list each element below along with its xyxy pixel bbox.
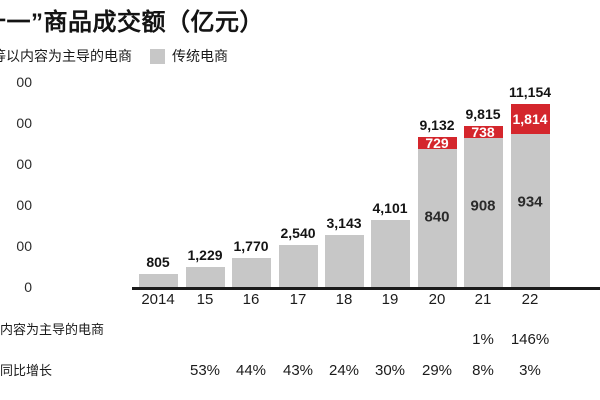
x-axis-tick-17: 17	[289, 291, 307, 308]
legend-item-0: 播等以内容为主导的电商	[0, 46, 132, 66]
bar-segment-content-20[interactable]	[417, 137, 457, 150]
y-axis-tick-label-0: 0	[24, 279, 32, 295]
bar-segment-traditional-20[interactable]	[417, 149, 457, 287]
footer-value-15: 53%	[189, 362, 221, 379]
footer-value-20: 29%	[421, 362, 453, 379]
bar-17[interactable]	[278, 245, 318, 287]
footer-label: 电商同比增长	[0, 362, 52, 379]
x-axis-tick-15: 15	[196, 291, 214, 308]
bar-total-label-18: 3,143	[326, 215, 362, 232]
bar-segment-traditional-15[interactable]	[185, 266, 225, 287]
bar-traditional-value-22: 934	[517, 193, 543, 211]
legend-label-0: 播等以内容为主导的电商	[0, 48, 132, 64]
bar-segment-traditional-16[interactable]	[231, 257, 271, 287]
bar-2014[interactable]	[138, 273, 178, 287]
y-axis-tick-label-1: 00	[16, 238, 32, 254]
footer-label-line-0: 电商同比增长	[0, 363, 53, 378]
bar-total-label-22: 11,154	[508, 84, 552, 101]
bar-22[interactable]	[510, 104, 550, 287]
legend-item-1: 传统电商	[150, 46, 228, 66]
bar-total-label-20: 9,132	[419, 117, 455, 134]
bar-content-value-21: 738	[471, 124, 495, 141]
y-axis-tick-label-2: 00	[16, 197, 32, 213]
bar-total-label-21: 9,815	[465, 106, 501, 123]
chart-title: 十一”商品成交额（亿元）	[0, 9, 264, 36]
legend-swatch-1	[150, 48, 165, 64]
y-axis-tick-label-4: 00	[16, 115, 32, 131]
chart-legend: 播等以内容为主导的电商 传统电商	[0, 46, 246, 66]
bar-total-label-16: 1,770	[233, 237, 269, 254]
footer-value-21: 8%	[472, 362, 494, 379]
bar-segment-content-21[interactable]	[463, 126, 503, 139]
bar-20[interactable]	[417, 137, 457, 287]
footer-label-line-0: 等以内容为主导的电商	[0, 322, 105, 337]
bar-15[interactable]	[185, 266, 225, 287]
bar-total-label-19: 4,101	[372, 199, 408, 216]
x-axis-line	[132, 287, 600, 290]
bar-19[interactable]	[370, 219, 410, 287]
x-axis-tick-18: 18	[335, 291, 353, 308]
footer-value-21: 1%	[472, 331, 494, 348]
bar-total-label-2014: 805	[146, 253, 170, 270]
footer-value-17: 43%	[282, 362, 314, 379]
x-axis-tick-22: 22	[521, 291, 539, 308]
bar-traditional-value-20: 840	[424, 208, 450, 226]
bar-segment-traditional-17[interactable]	[278, 245, 318, 287]
x-axis-tick-19: 19	[381, 291, 399, 308]
bar-content-value-22: 1,814	[512, 110, 548, 127]
footer-value-16: 44%	[235, 362, 267, 379]
bar-segment-content-22[interactable]	[510, 104, 550, 134]
bar-total-label-17: 2,540	[280, 225, 316, 242]
bar-segment-traditional-21[interactable]	[463, 138, 503, 287]
footer-label-line-1: 增长	[0, 338, 104, 355]
footer-value-22: 3%	[519, 362, 541, 379]
bar-21[interactable]	[463, 126, 503, 287]
footer-value-22: 146%	[510, 331, 550, 348]
bar-segment-traditional-2014[interactable]	[138, 273, 178, 287]
y-axis-tick-label-5: 00	[16, 74, 32, 90]
footer-label: 等以内容为主导的电商增长	[0, 321, 104, 355]
bar-segment-traditional-18[interactable]	[324, 235, 364, 287]
bar-segment-traditional-19[interactable]	[370, 219, 410, 287]
x-axis-tick-16: 16	[242, 291, 260, 308]
footer-value-19: 30%	[374, 362, 406, 379]
x-axis-tick-2014: 2014	[141, 291, 175, 308]
x-axis-tick-21: 21	[474, 291, 492, 308]
bar-traditional-value-21: 908	[470, 197, 496, 215]
bar-content-value-20: 729	[425, 135, 449, 152]
bar-total-label-15: 1,229	[187, 246, 223, 263]
bar-segment-traditional-22[interactable]	[510, 133, 550, 287]
bar-16[interactable]	[231, 257, 271, 287]
x-axis-tick-20: 20	[428, 291, 446, 308]
legend-label-1: 传统电商	[172, 48, 228, 64]
footer-value-18: 24%	[328, 362, 360, 379]
y-axis-tick-label-3: 00	[16, 156, 32, 172]
bar-18[interactable]	[324, 235, 364, 287]
